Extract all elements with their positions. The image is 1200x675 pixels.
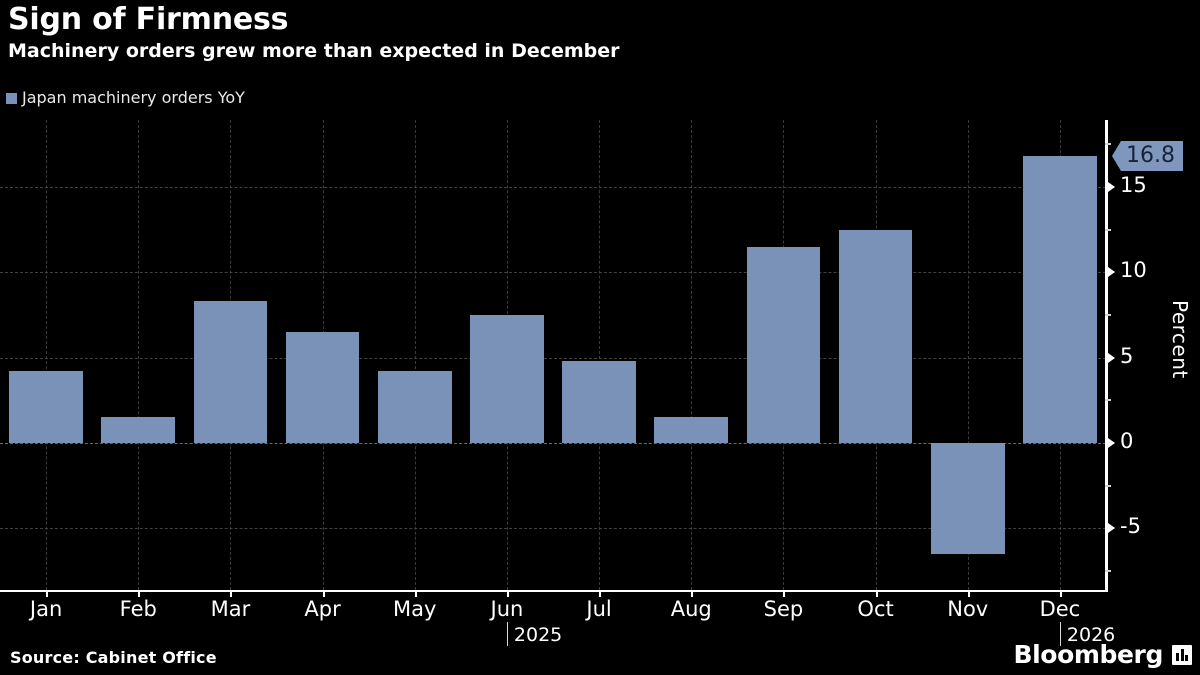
gridline-vertical: [138, 120, 140, 590]
gridline-horizontal: [0, 357, 1106, 359]
x-axis-label-sep: Sep: [763, 597, 804, 621]
legend-swatch-icon: [6, 92, 17, 104]
x-axis-tick: [599, 590, 602, 597]
bar-dec[interactable]: [1023, 156, 1097, 443]
x-axis-tick: [322, 590, 325, 597]
year-boundary-tick: [506, 622, 508, 646]
gridline-horizontal: [0, 272, 1106, 274]
y-axis-minor-tick: [1105, 228, 1111, 231]
chart-header: Sign of Firmness Machinery orders grew m…: [8, 2, 1198, 63]
y-axis-label--5: -5: [1120, 514, 1141, 539]
bloomberg-branding: Bloomberg: [1013, 642, 1192, 667]
x-axis-label-mar: Mar: [210, 597, 251, 621]
x-axis-tick: [230, 590, 233, 597]
bar-oct[interactable]: [838, 229, 913, 443]
bar-feb[interactable]: [101, 417, 176, 443]
x-axis-line: [0, 590, 1108, 592]
x-axis-year-label-2026: 2026: [1066, 624, 1116, 646]
bar-sep[interactable]: [746, 246, 821, 443]
y-axis-minor-tick: [1105, 570, 1111, 573]
bar-nov[interactable]: [930, 443, 1005, 554]
bar-jan[interactable]: [9, 371, 83, 443]
y-axis-tick-arrow-icon: [1108, 523, 1115, 534]
x-axis-tick: [46, 590, 49, 597]
gridline-vertical: [691, 120, 693, 590]
x-axis-tick: [875, 590, 878, 597]
gridline-vertical: [599, 120, 601, 590]
y-axis-tick-arrow-icon: [1108, 438, 1115, 448]
gridline-vertical: [46, 120, 48, 590]
y-axis-tick-arrow-icon: [1108, 352, 1115, 363]
bar-jun[interactable]: [470, 314, 544, 443]
y-axis-minor-tick: [1105, 143, 1111, 146]
chart-subtitle: Machinery orders grew more than expected…: [8, 40, 620, 62]
y-axis-label-0: 0: [1120, 429, 1134, 453]
callout-value: 16.8: [1126, 143, 1175, 168]
source-note: Source: Cabinet Office: [10, 648, 217, 667]
x-axis-label-nov: Nov: [947, 597, 989, 621]
bloomberg-terminal-icon: [1172, 644, 1192, 665]
x-axis-end-cap: [1106, 568, 1108, 592]
y-axis-tick-arrow-icon: [1108, 267, 1115, 278]
gridline-horizontal: [0, 186, 1106, 188]
x-axis-tick: [414, 590, 417, 597]
x-axis-tick: [967, 590, 970, 597]
y-axis-tick-arrow-icon: [1108, 181, 1115, 192]
y-axis-label-5: 5: [1120, 343, 1134, 368]
x-axis-tick: [691, 590, 694, 597]
bar-aug[interactable]: [654, 417, 729, 443]
x-axis-label-may: May: [393, 597, 437, 621]
x-axis-label-apr: Apr: [304, 597, 341, 621]
legend-item-label: Japan machinery orders YoY: [22, 88, 245, 107]
x-axis-label-aug: Aug: [670, 597, 712, 621]
y-axis-line: [1105, 120, 1108, 590]
x-axis-label-jan: Jan: [29, 597, 63, 621]
gridline-horizontal: [0, 528, 1106, 530]
y-axis-label-10: 10: [1120, 258, 1147, 283]
bloomberg-wordmark: Bloomberg: [1013, 640, 1163, 669]
x-axis-tick: [783, 590, 786, 597]
zero-gridline: [0, 443, 1106, 444]
bar-mar[interactable]: [193, 301, 268, 443]
x-axis-label-oct: Oct: [857, 597, 894, 621]
bar-apr[interactable]: [285, 332, 360, 443]
bar-jul[interactable]: [562, 361, 636, 443]
bar-may[interactable]: [377, 371, 452, 443]
x-axis-label-jun: Jun: [490, 597, 524, 621]
y-axis-title: Percent: [1168, 300, 1192, 379]
gridline-vertical: [967, 120, 969, 590]
x-axis-label-feb: Feb: [119, 597, 157, 621]
x-axis-tick: [138, 590, 141, 597]
page-title: Sign of Firmness: [8, 2, 289, 37]
x-axis-label-jul: Jul: [586, 597, 612, 621]
x-axis-tick: [506, 590, 509, 597]
plot-area: [0, 120, 1106, 590]
x-axis-label-dec: Dec: [1039, 597, 1081, 621]
y-axis-minor-tick: [1105, 484, 1111, 487]
chart-legend: Japan machinery orders YoY: [6, 90, 245, 106]
x-axis-tick: [1059, 590, 1062, 597]
y-axis-minor-tick: [1105, 313, 1111, 316]
year-boundary-tick: [1059, 622, 1061, 646]
y-axis-minor-tick: [1105, 399, 1111, 402]
y-axis-label-15: 15: [1120, 172, 1147, 197]
x-axis-year-label-2025: 2025: [513, 624, 563, 646]
last-value-callout: 16.8: [1112, 141, 1183, 171]
gridline-vertical: [414, 120, 416, 590]
